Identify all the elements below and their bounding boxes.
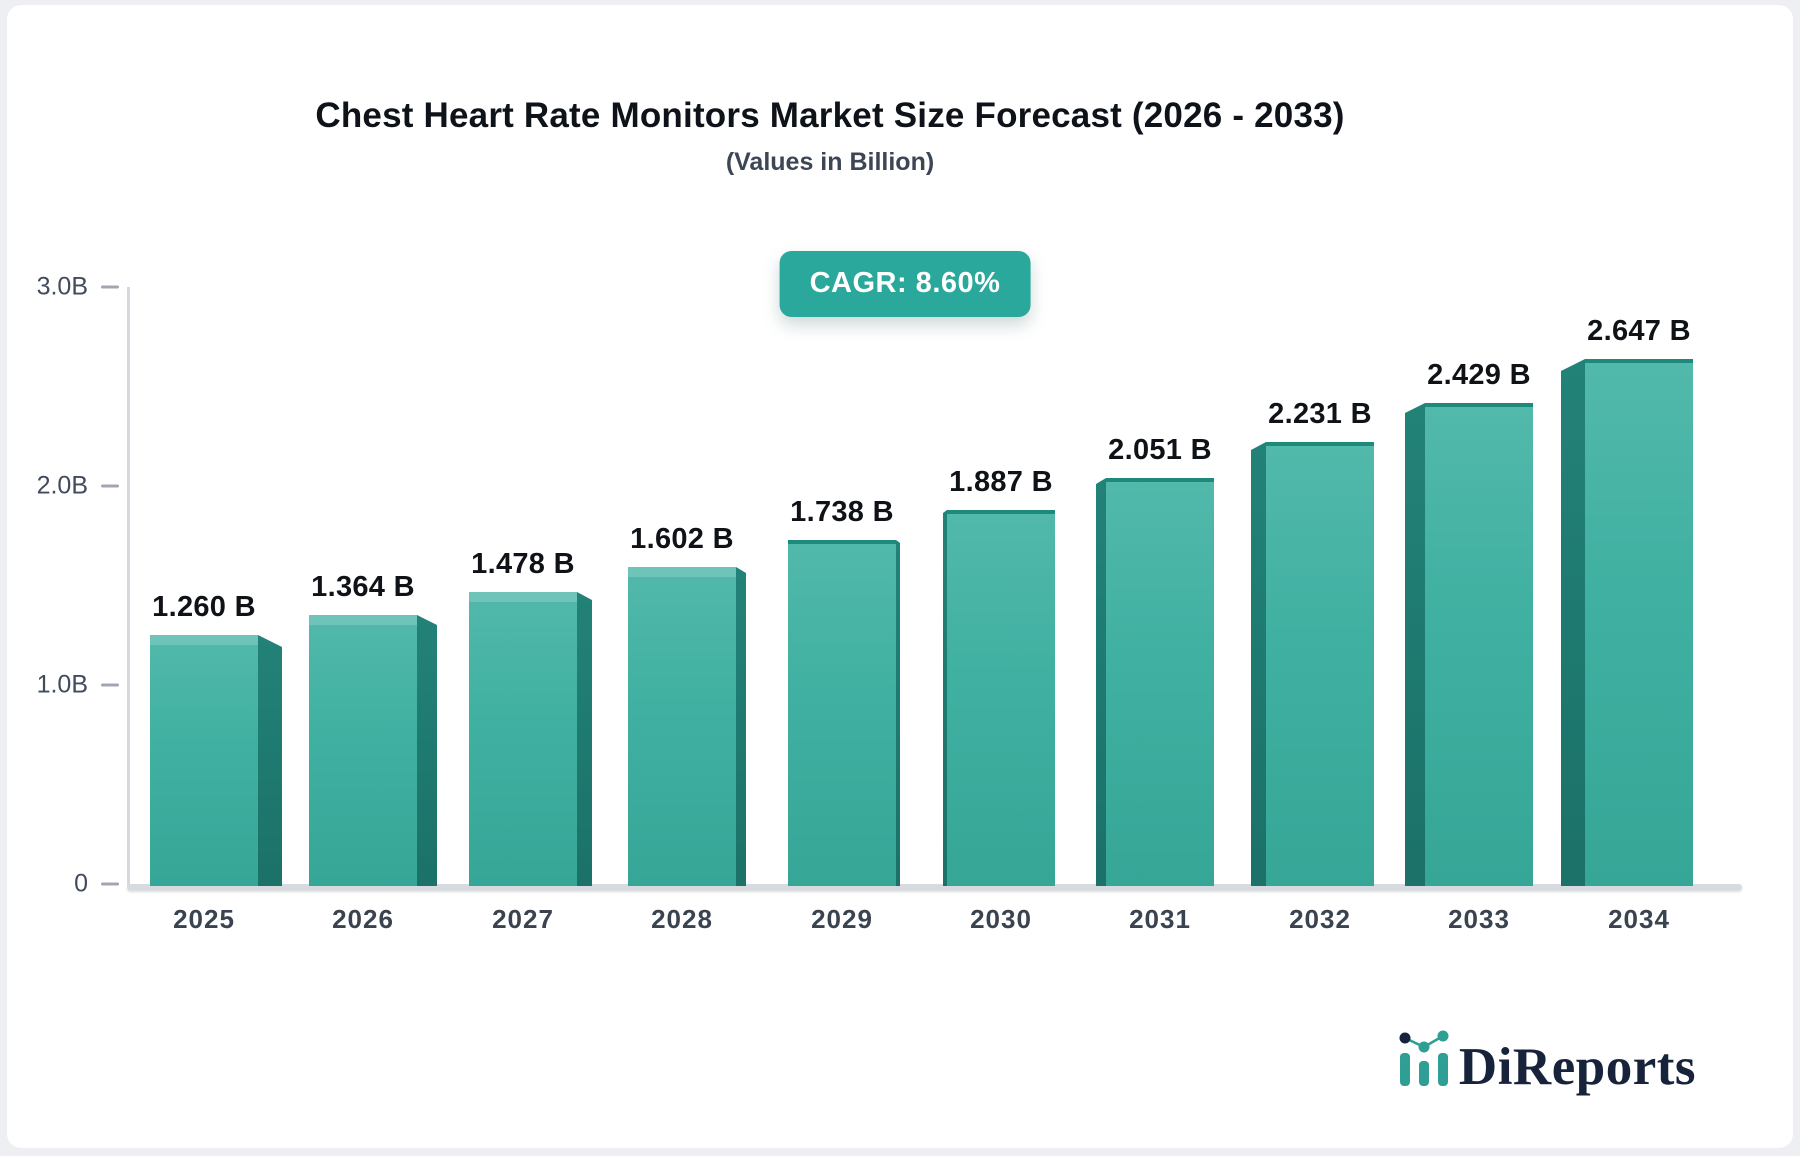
bar-top-face (1266, 442, 1374, 446)
bar-top-face (947, 510, 1055, 514)
bar-value-label: 2.231 B (1268, 398, 1372, 430)
bar-2033 (1425, 403, 1533, 886)
x-axis-label: 2032 (1289, 904, 1351, 934)
bar-value-label: 1.887 B (949, 466, 1053, 498)
bar-top-face (309, 615, 417, 625)
bar-2031 (1106, 478, 1214, 886)
y-tick-dash (101, 882, 119, 886)
x-axis-label: 2028 (651, 904, 713, 934)
bar-side-face (896, 540, 900, 886)
x-axis-label: 2031 (1129, 904, 1191, 934)
x-axis-label: 2026 (332, 904, 394, 934)
bar-2029 (788, 540, 896, 886)
chart-title: Chest Heart Rate Monitors Market Size Fo… (315, 96, 1345, 135)
bar-value-label: 2.051 B (1108, 434, 1212, 466)
bar-top-face (469, 592, 577, 602)
chart-subtitle: (Values in Billion) (725, 148, 935, 176)
bar-2026 (309, 615, 417, 886)
bar-value-label: 1.738 B (790, 496, 894, 528)
x-axis-line (127, 884, 1742, 890)
bar-side-face (943, 510, 947, 886)
bar-top-face (150, 635, 258, 645)
cagr-badge: CAGR: 8.60% (779, 251, 1031, 317)
bar-2030 (947, 510, 1055, 886)
bar-2028 (628, 567, 736, 886)
y-tick-label: 0 (74, 869, 88, 898)
y-tick-label: 2.0B (36, 471, 88, 500)
bar-side-face (258, 635, 282, 886)
bar-value-label: 1.260 B (152, 591, 256, 623)
x-axis-label: 2030 (970, 904, 1032, 934)
bar-value-label: 1.602 B (630, 523, 734, 555)
y-tick-label: 3.0B (36, 272, 88, 301)
bar-side-face (1561, 359, 1585, 886)
bar-2034 (1585, 359, 1693, 886)
y-tick-dash (101, 484, 119, 488)
y-tick-label: 1.0B (36, 670, 88, 699)
bar-top-face (1425, 403, 1533, 407)
bar-top-face (788, 540, 896, 544)
brand-logo: DiReports (1399, 1030, 1696, 1094)
bar-side-face (1096, 478, 1106, 886)
y-axis-line (127, 287, 130, 888)
bar-2025 (150, 635, 258, 886)
bar-2032 (1266, 442, 1374, 886)
bar-value-label: 1.364 B (311, 571, 415, 603)
bar-side-face (417, 615, 437, 886)
x-axis-label: 2027 (492, 904, 554, 934)
x-axis-label: 2029 (811, 904, 873, 934)
bar-top-face (628, 567, 736, 577)
bar-top-face (1106, 478, 1214, 482)
brand-logo-text: DiReports (1458, 1038, 1696, 1096)
bar-top-face (1585, 359, 1693, 363)
bar-side-face (1251, 442, 1266, 886)
bar-value-label: 1.478 B (471, 548, 575, 580)
x-axis-label: 2033 (1448, 904, 1510, 934)
x-axis-label: 2025 (173, 904, 235, 934)
bar-side-face (577, 592, 592, 886)
bar-2027 (469, 592, 577, 886)
bar-side-face (736, 567, 746, 886)
x-axis-label: 2034 (1608, 904, 1670, 934)
bar-value-label: 2.429 B (1427, 359, 1531, 391)
y-tick-dash (101, 683, 119, 687)
bar-side-face (1405, 403, 1425, 886)
y-tick-dash (101, 285, 119, 289)
bar-value-label: 2.647 B (1587, 315, 1691, 347)
mini-bar-line-chart-icon (1399, 1030, 1449, 1086)
